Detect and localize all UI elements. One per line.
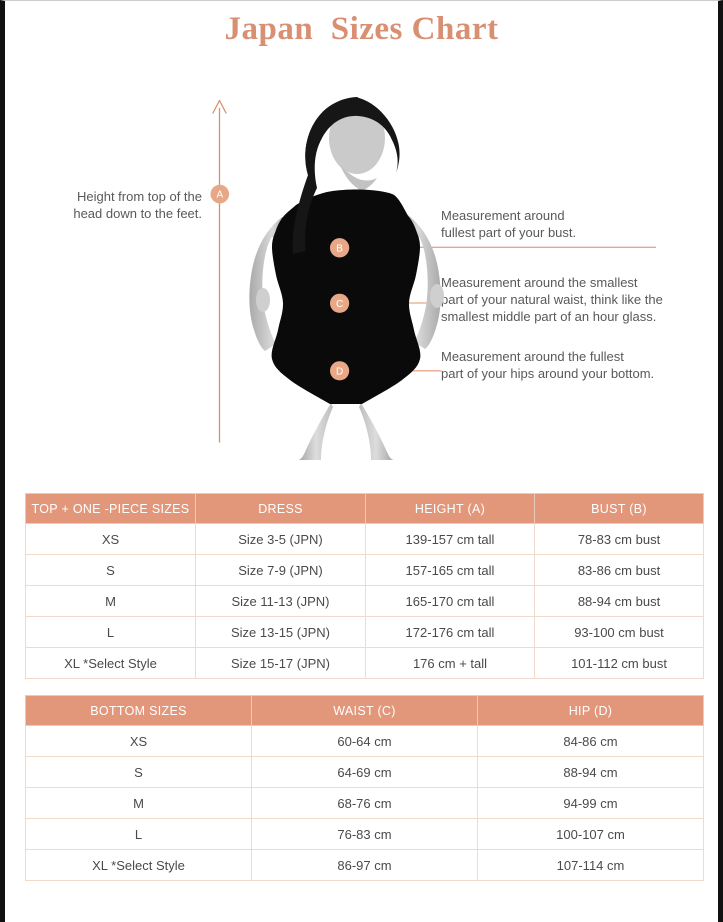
svg-text:B: B [336, 244, 343, 255]
svg-text:A: A [216, 190, 223, 201]
svg-text:C: C [336, 299, 343, 310]
svg-text:D: D [336, 367, 343, 378]
